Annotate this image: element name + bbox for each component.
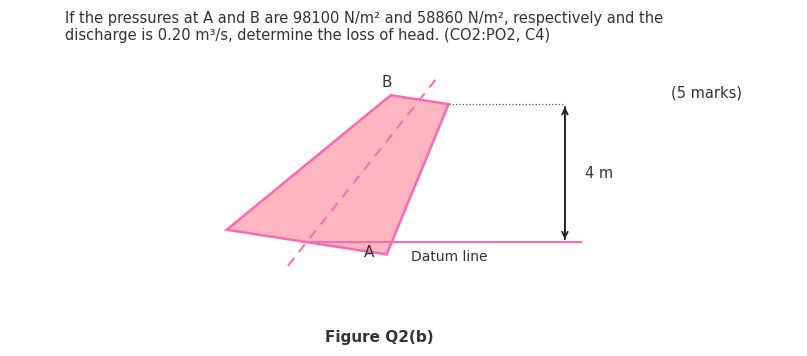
Text: Datum line: Datum line <box>411 250 487 264</box>
Text: If the pressures at A and B are 98100 N/m² and 58860 N/m², respectively and the
: If the pressures at A and B are 98100 N/… <box>65 11 663 43</box>
Text: B: B <box>382 75 392 90</box>
Text: Figure Q2(b): Figure Q2(b) <box>325 330 433 345</box>
Text: 4 m: 4 m <box>585 166 613 180</box>
Text: A: A <box>364 245 374 260</box>
Text: (5 marks): (5 marks) <box>671 85 742 100</box>
Polygon shape <box>227 95 449 255</box>
